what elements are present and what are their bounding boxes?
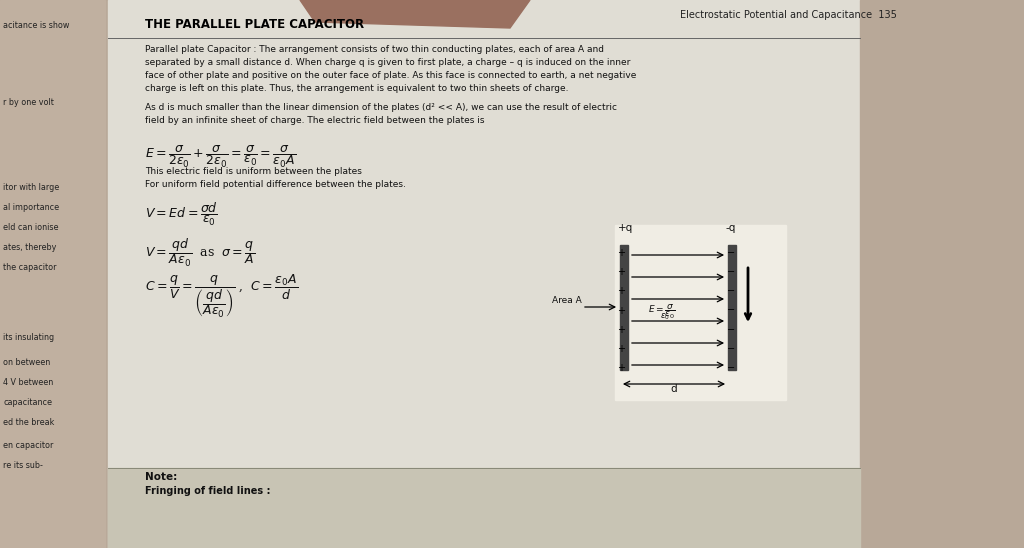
Text: $V = \dfrac{qd}{A\varepsilon_0}$  as  $\sigma = \dfrac{q}{A}$: $V = \dfrac{qd}{A\varepsilon_0}$ as $\si… [145, 237, 255, 269]
Text: Note:: Note: [145, 472, 177, 482]
Text: $E = \dfrac{\sigma}{\varepsilon_0}$: $E = \dfrac{\sigma}{\varepsilon_0}$ [648, 303, 676, 321]
Text: the capacitor: the capacitor [3, 263, 56, 272]
Text: THE PARALLEL PLATE CAPACITOR: THE PARALLEL PLATE CAPACITOR [145, 18, 365, 31]
Text: on between: on between [3, 358, 50, 367]
Text: Fringing of field lines :: Fringing of field lines : [145, 486, 270, 496]
Bar [0, 0, 105, 548]
Text: Area A: Area A [552, 296, 582, 305]
Text: $C = \dfrac{q}{V} = \dfrac{q}{\left(\dfrac{qd}{A\varepsilon_0}\right)}$ ,  $C = : $C = \dfrac{q}{V} = \dfrac{q}{\left(\dfr… [145, 273, 298, 320]
Text: separated by a small distance d. When charge q is given to first plate, a charge: separated by a small distance d. When ch… [145, 58, 631, 67]
Text: +: + [617, 363, 625, 373]
Text: ed the break: ed the break [3, 418, 54, 427]
Text: field by an infinite sheet of charge. The electric field between the plates is: field by an infinite sheet of charge. Th… [145, 116, 484, 125]
Text: acitance is show: acitance is show [3, 21, 70, 30]
Text: +: + [617, 305, 625, 316]
Text: −: − [727, 248, 735, 258]
Text: +: + [617, 287, 625, 296]
Text: For uniform field potential difference between the plates.: For uniform field potential difference b… [145, 180, 406, 189]
Text: +: + [617, 267, 625, 277]
Text: face of other plate and positive on the outer face of plate. As this face is con: face of other plate and positive on the … [145, 71, 636, 80]
Polygon shape [300, 0, 530, 28]
Text: al importance: al importance [3, 203, 59, 212]
Text: its insulating: its insulating [3, 333, 54, 342]
Bar [108, 468, 860, 548]
Text: Electrostatic Potential and Capacitance  135: Electrostatic Potential and Capacitance … [680, 10, 897, 20]
Text: charge is left on this plate. Thus, the arrangement is equivalent to two thin sh: charge is left on this plate. Thus, the … [145, 84, 568, 93]
Text: −: − [727, 267, 735, 277]
Text: −: − [727, 363, 735, 373]
Text: en capacitor: en capacitor [3, 441, 53, 450]
Text: Parallel plate Capacitor : The arrangement consists of two thin conducting plate: Parallel plate Capacitor : The arrangeme… [145, 45, 604, 54]
Text: −: − [727, 344, 735, 354]
Bar [728, 245, 736, 370]
Bar [860, 0, 1024, 548]
Text: d: d [671, 384, 677, 394]
Text: ates, thereby: ates, thereby [3, 243, 56, 252]
Text: +: + [617, 248, 625, 258]
Text: −: − [727, 287, 735, 296]
Bar [615, 225, 786, 400]
Text: r by one volt: r by one volt [3, 98, 54, 107]
Text: $\varepsilon_0$: $\varepsilon_0$ [660, 312, 670, 323]
Text: 4 V between: 4 V between [3, 378, 53, 387]
Text: capacitance: capacitance [3, 398, 52, 407]
Text: re its sub-: re its sub- [3, 461, 43, 470]
Text: +: + [617, 324, 625, 335]
Text: +q: +q [618, 223, 633, 233]
Text: This electric field is uniform between the plates: This electric field is uniform between t… [145, 167, 361, 176]
Text: itor with large: itor with large [3, 183, 59, 192]
Text: $E = \dfrac{\sigma}{2\varepsilon_0} + \dfrac{\sigma}{2\varepsilon_0} = \dfrac{\s: $E = \dfrac{\sigma}{2\varepsilon_0} + \d… [145, 144, 296, 170]
Text: +: + [617, 344, 625, 354]
Text: $V = Ed = \dfrac{\sigma d}{\varepsilon_0}$: $V = Ed = \dfrac{\sigma d}{\varepsilon_0… [145, 201, 218, 228]
Text: -q: -q [726, 223, 736, 233]
Text: −: − [727, 324, 735, 335]
Text: eld can ionise: eld can ionise [3, 223, 58, 232]
Text: −: − [727, 305, 735, 316]
Bar [108, 0, 1024, 548]
Text: As d is much smaller than the linear dimension of the plates (d² << A), we can u: As d is much smaller than the linear dim… [145, 103, 617, 112]
Bar [620, 245, 628, 370]
